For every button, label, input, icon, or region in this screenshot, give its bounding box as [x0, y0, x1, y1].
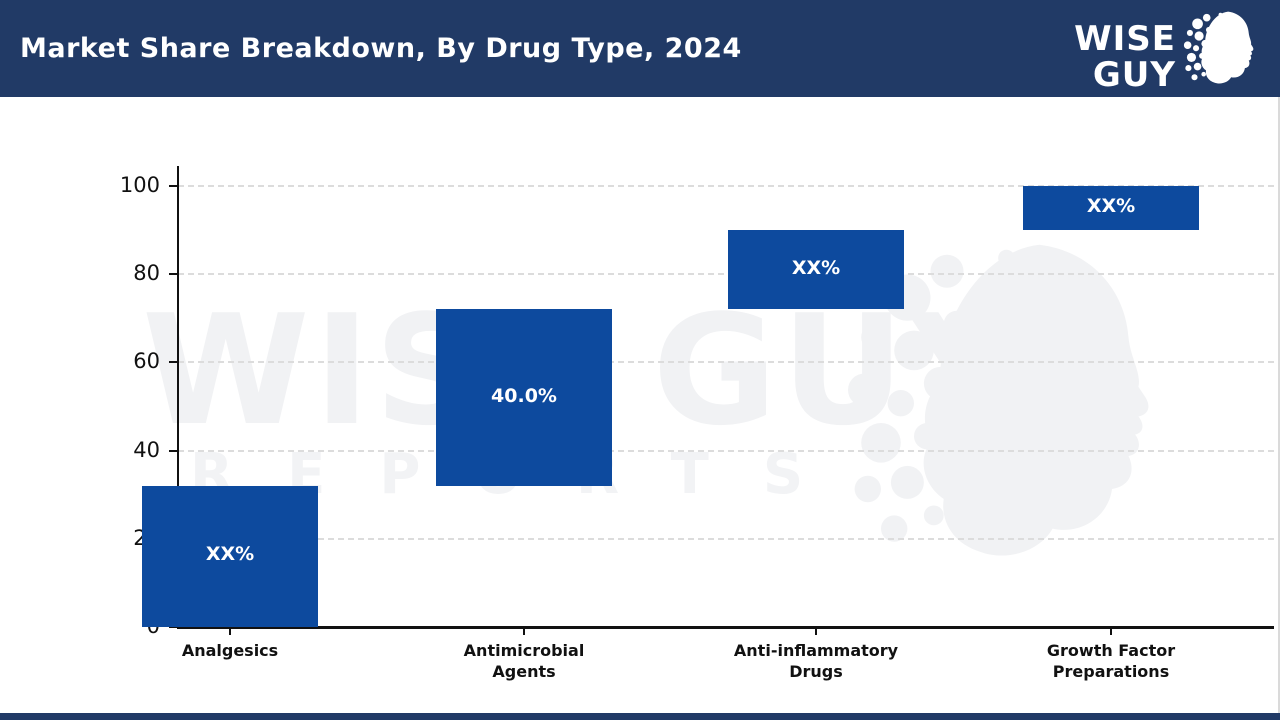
y-tick-label: 100 [119, 173, 160, 197]
x-tick [523, 627, 525, 635]
x-axis-line [177, 626, 1274, 629]
x-tick [1110, 627, 1112, 635]
brand-face-icon [1182, 7, 1262, 91]
y-tick [169, 449, 178, 452]
gridline [178, 537, 1274, 540]
x-axis-label: Analgesics [100, 640, 360, 661]
y-tick [169, 185, 178, 187]
x-axis-label-line: Drugs [789, 662, 843, 682]
brand-wordmark-line1: WISE GUY [1074, 19, 1176, 95]
x-axis-label-line: Preparations [1052, 662, 1170, 682]
bar-value-label: XX% [205, 543, 255, 566]
x-axis-label-line: Anti-inflammatory [733, 641, 899, 660]
y-tick [169, 361, 178, 364]
x-axis-label-line: Growth Factor [1046, 641, 1176, 660]
x-axis-label-line: Antimicrobial [463, 641, 585, 660]
y-tick [169, 626, 178, 628]
y-tick-label: 60 [133, 349, 160, 374]
gridline [178, 273, 1274, 276]
y-axis-line [177, 166, 179, 629]
brand-wordmark-line2: REPORTS [1044, 96, 1176, 111]
gridline [178, 185, 1274, 187]
page-title: Market Share Breakdown, By Drug Type, 20… [20, 33, 742, 64]
gridline [178, 361, 1274, 364]
x-axis-label-line: Agents [492, 662, 556, 682]
x-axis-label: Antimicrobial Agents [394, 640, 654, 682]
y-tick-label: 40 [133, 437, 160, 462]
bar-value-label: XX% [791, 256, 841, 279]
x-tick [815, 627, 817, 635]
x-axis-label-line: Analgesics [181, 641, 279, 660]
x-axis-label: Growth Factor Preparations [981, 640, 1241, 682]
bar [142, 485, 318, 627]
header-band: Market Share Breakdown, By Drug Type, 20… [0, 0, 1280, 110]
brand-logo: WISE GUY REPORTS [998, 0, 1268, 110]
brand-wordmark: WISE GUY REPORTS [998, 19, 1176, 111]
y-tick-label: 80 [133, 261, 160, 286]
y-tick [169, 273, 178, 276]
figure-border-right [1278, 97, 1280, 713]
bar-value-label: 40.0% [491, 384, 557, 407]
footer-band [0, 713, 1280, 720]
gridline [178, 449, 1274, 452]
bar-value-label: XX% [1086, 195, 1136, 218]
bar [1023, 186, 1199, 231]
x-tick [229, 627, 231, 635]
x-axis-label: Anti-inflammatory Drugs [686, 640, 946, 682]
bar [436, 309, 612, 486]
